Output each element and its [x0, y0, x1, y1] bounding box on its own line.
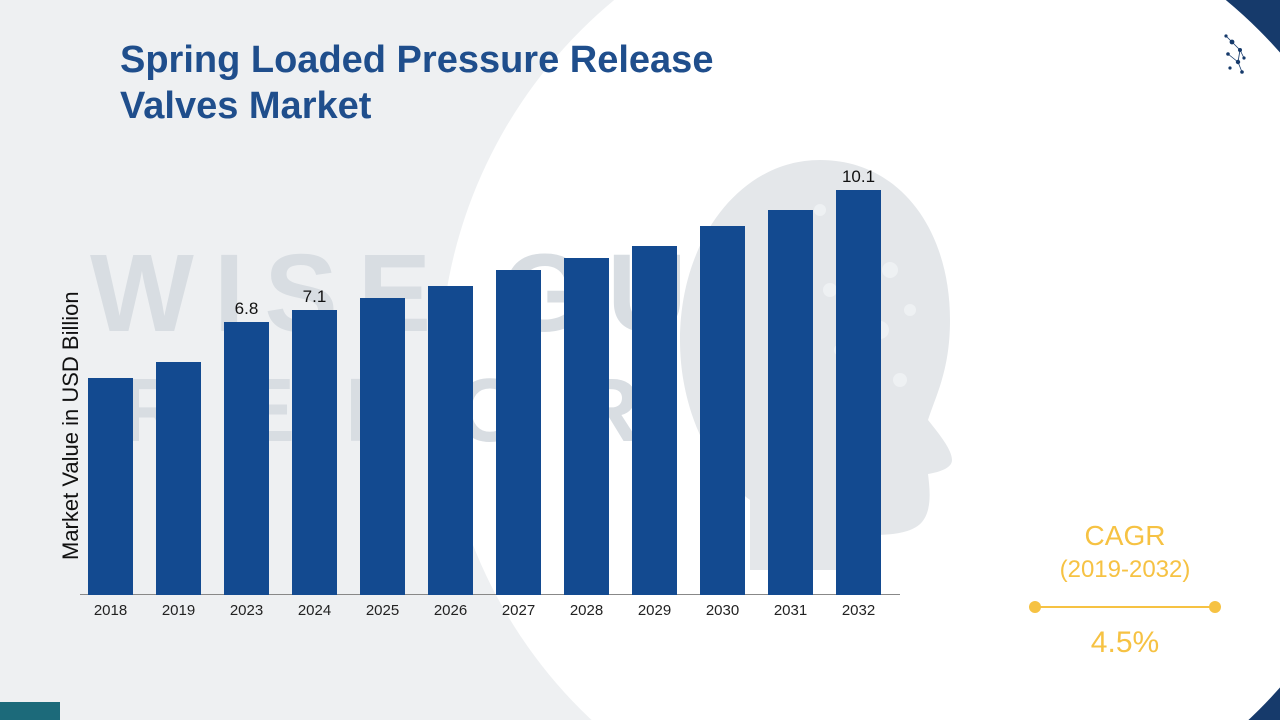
x-tick-2023: 2023	[224, 602, 269, 619]
bottom-accent-bar	[0, 702, 60, 720]
x-tick-2031: 2031	[768, 602, 813, 619]
value-label-2024: 7.1	[292, 287, 337, 307]
chart-stage: WISE GUY REPORTS Spring Loaded Pressure …	[0, 0, 1280, 720]
x-tick-2024: 2024	[292, 602, 337, 619]
x-tick-2030: 2030	[700, 602, 745, 619]
x-tick-2019: 2019	[156, 602, 201, 619]
cagr-block: CAGR (2019-2032) 4.5%	[1000, 520, 1250, 660]
cagr-divider	[1035, 606, 1215, 608]
logo-sub-text: R E P O R T S	[1000, 68, 1250, 86]
bar-2026: 2026	[428, 286, 473, 595]
bar-2023: 20236.8	[224, 322, 269, 595]
chart-title: Spring Loaded Pressure Release Valves Ma…	[120, 38, 820, 129]
x-tick-2027: 2027	[496, 602, 541, 619]
bar-2032: 203210.1	[836, 190, 881, 595]
x-tick-2018: 2018	[88, 602, 133, 619]
brand-logo: WISE GUY R E P O R T S	[1000, 30, 1250, 86]
x-tick-2026: 2026	[428, 602, 473, 619]
bar-2029: 2029	[632, 246, 677, 595]
bar-2024: 20247.1	[292, 310, 337, 595]
x-tick-2028: 2028	[564, 602, 609, 619]
cagr-title: CAGR	[1000, 520, 1250, 552]
x-tick-2025: 2025	[360, 602, 405, 619]
bar-2031: 2031	[768, 210, 813, 595]
logo-main-text: WISE GUY	[1000, 30, 1250, 72]
cagr-range: (2019-2032)	[1000, 556, 1250, 584]
bar-2027: 2027	[496, 270, 541, 595]
value-label-2023: 6.8	[224, 299, 269, 319]
bar-2018: 2018	[88, 378, 133, 595]
bar-2030: 2030	[700, 226, 745, 595]
x-tick-2032: 2032	[836, 602, 881, 619]
x-tick-2029: 2029	[632, 602, 677, 619]
bar-2019: 2019	[156, 362, 201, 595]
cagr-value: 4.5%	[1000, 626, 1250, 660]
bar-2028: 2028	[564, 258, 609, 595]
value-label-2032: 10.1	[836, 167, 881, 187]
bar-plot: 2018 2019 20236.8 20247.1 2025 2026 2027 2028 20…	[80, 190, 900, 595]
bar-2025: 2025	[360, 298, 405, 595]
